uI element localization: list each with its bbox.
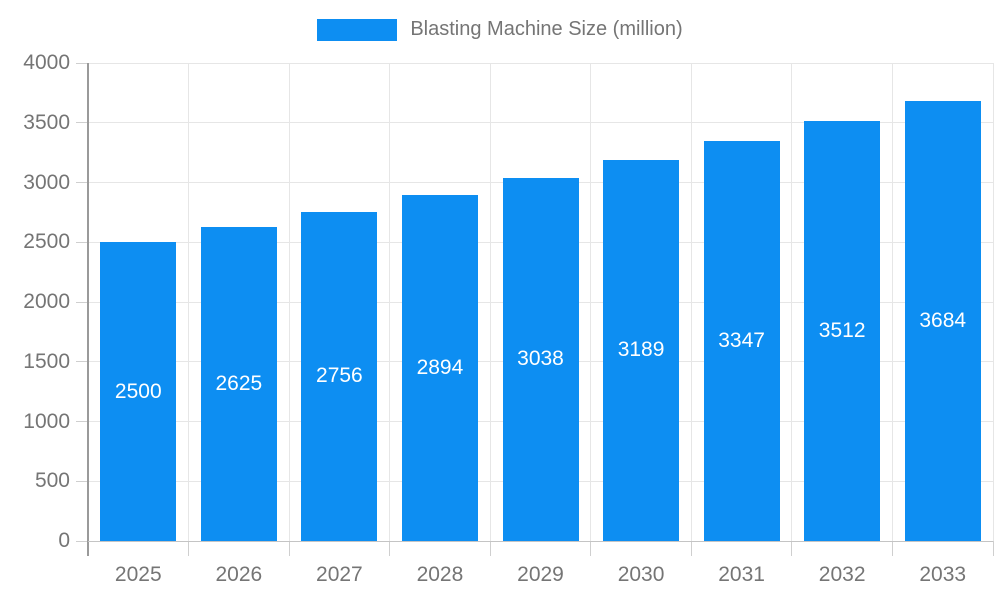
bar: 2500 [100, 242, 177, 541]
y-tick-label: 3500 [23, 110, 70, 134]
y-tick-label: 2500 [23, 230, 70, 254]
legend-label: Blasting Machine Size (million) [410, 18, 683, 40]
x-tick-label: 2026 [215, 563, 263, 586]
bar-value-label: 2500 [114, 379, 162, 403]
gridline-vertical [590, 63, 592, 541]
x-tick-label: 2028 [416, 563, 464, 586]
x-axis-tick [590, 541, 592, 556]
x-axis-tick [690, 541, 692, 556]
gridline-vertical [690, 63, 692, 541]
gridline-horizontal [88, 62, 993, 64]
gridline-vertical [188, 63, 190, 541]
bar: 2894 [401, 195, 478, 541]
y-axis-tick [76, 361, 88, 363]
y-axis-tick [76, 182, 88, 183]
y-axis-tick [76, 540, 88, 542]
y-tick-label: 1000 [23, 409, 70, 433]
bar-value-label: 3684 [919, 308, 967, 332]
bar: 2756 [301, 211, 378, 541]
bar-value-label: 2756 [316, 364, 363, 388]
bar-value-label: 3038 [517, 347, 564, 371]
y-tick-label: 2000 [23, 290, 70, 313]
gridline-vertical [288, 63, 290, 541]
bar-value-label: 2894 [416, 356, 464, 380]
x-axis-tick [489, 541, 491, 556]
x-tick-label: 2030 [617, 563, 665, 586]
bar: 2625 [200, 227, 277, 541]
x-axis-line [88, 540, 993, 542]
y-axis-tick [76, 241, 88, 243]
x-axis-tick [288, 541, 290, 556]
y-axis-line [87, 63, 89, 556]
bar-value-label: 3512 [818, 319, 866, 343]
bar: 3189 [603, 159, 680, 541]
bar-value-label: 3347 [718, 329, 765, 352]
x-tick-label: 2033 [919, 563, 967, 586]
y-axis-tick [76, 122, 88, 124]
bar-value-label: 3189 [617, 338, 665, 362]
legend: Blasting Machine Size (million) [0, 18, 1000, 41]
gridline-vertical [992, 63, 994, 541]
legend-swatch-icon [317, 18, 398, 41]
x-tick-label: 2031 [718, 563, 765, 586]
legend-item[interactable]: Blasting Machine Size (million) [317, 18, 683, 41]
x-axis-tick [891, 541, 893, 556]
y-tick-label: 1500 [23, 349, 70, 373]
x-axis-tick [791, 541, 793, 556]
x-tick-label: 2027 [316, 563, 363, 586]
y-tick-label: 500 [34, 469, 70, 493]
y-axis-tick [76, 301, 88, 303]
x-axis-tick [389, 541, 391, 556]
bar-value-label: 2625 [215, 372, 263, 396]
y-tick-label: 4000 [23, 51, 70, 74]
bar: 3684 [904, 100, 981, 541]
x-tick-label: 2029 [517, 563, 564, 586]
x-tick-label: 2025 [114, 563, 162, 586]
gridline-vertical [389, 63, 391, 541]
bar: 3038 [502, 177, 579, 541]
y-axis-tick [76, 62, 88, 64]
bar: 3347 [703, 141, 780, 541]
x-axis-tick [992, 541, 994, 556]
y-tick-label: 0 [58, 529, 70, 552]
y-axis-tick [76, 480, 88, 482]
gridline-vertical [791, 63, 793, 541]
x-axis-tick [188, 541, 190, 556]
x-tick-label: 2032 [818, 563, 866, 586]
y-tick-label: 3000 [23, 170, 70, 194]
gridline-horizontal [88, 122, 993, 124]
gridline-vertical [891, 63, 893, 541]
gridline-vertical [489, 63, 491, 541]
bar: 3512 [804, 121, 881, 541]
y-axis-tick [76, 421, 88, 422]
